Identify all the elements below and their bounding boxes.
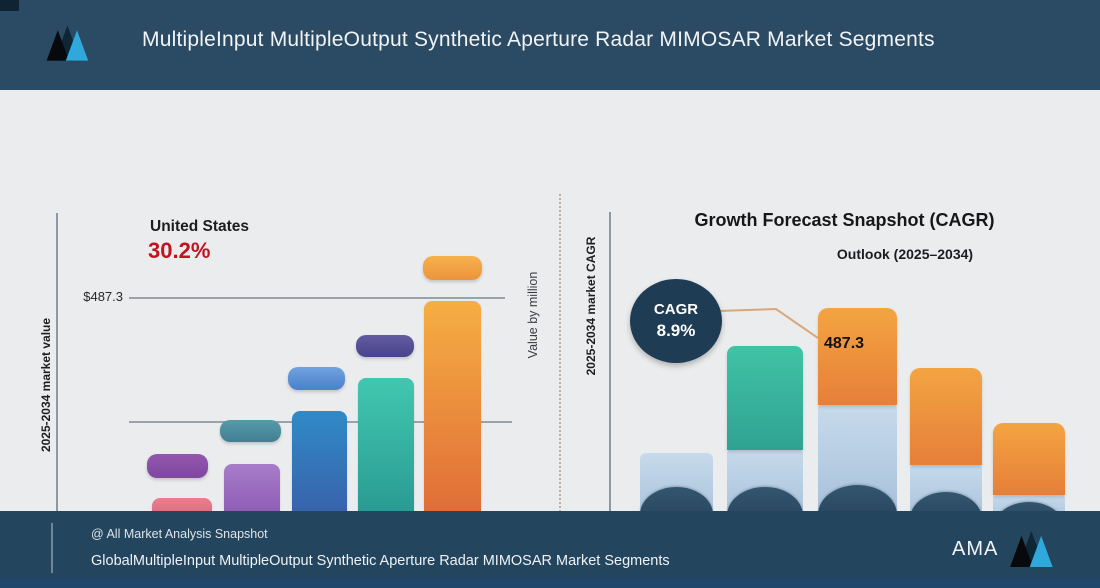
right-chart-subtitle: Outlook (2025–2034) — [836, 246, 974, 262]
right-chart-title: Growth Forecast Snapshot (CAGR) — [694, 210, 995, 230]
stack-2027-top — [993, 423, 1065, 495]
page-title: MultipleInput MultipleOutput Synthetic A… — [142, 28, 935, 51]
right-y-axis-line — [609, 212, 611, 542]
bar-2025 — [358, 378, 414, 527]
cagr-badge-value: 8.9% — [656, 320, 696, 340]
value-annotation: 487.3 — [824, 335, 865, 352]
bar-cap-..... — [220, 420, 281, 442]
footer-caption: GlobalMultipleInput MultipleOutput Synth… — [91, 553, 670, 569]
stack-2031-top — [727, 346, 803, 450]
ama-logo-icon — [46, 25, 89, 61]
content-area: 2025-2034 market value United States 30.… — [0, 90, 1100, 580]
footer-ama-logo-icon — [1010, 531, 1053, 567]
footer-divider-line — [51, 523, 53, 573]
cagr-badge-label: CAGR — [653, 301, 699, 318]
stack-2029-top — [910, 368, 982, 465]
footer: @ All Market Analysis Snapshot GlobalMul… — [0, 511, 1100, 588]
corner-accent — [0, 0, 19, 11]
bar-cap-2026 — [288, 367, 345, 390]
bar-2024 — [424, 301, 481, 527]
bar-cap-2025 — [356, 335, 414, 357]
highlight-percentage: 30.2% — [148, 238, 211, 263]
left-gridline-0 — [129, 297, 505, 299]
cagr-badge: CAGR 8.9% — [630, 279, 722, 363]
left-secondary-axis-label: Value by million — [526, 271, 540, 359]
left-y-axis-line — [56, 213, 58, 554]
right-y-axis-label: 2025-2034 market CAGR — [584, 236, 598, 376]
stack-2033-top — [818, 308, 897, 405]
left-tick-label-0: $487.3 — [83, 289, 123, 304]
header: MultipleInput MultipleOutput Synthetic A… — [0, 0, 1100, 90]
footer-bottom-strip — [0, 578, 1100, 588]
bar-cap-2033 — [147, 454, 208, 478]
region-label: United States — [150, 218, 250, 235]
footer-credit: @ All Market Analysis Snapshot — [91, 527, 268, 541]
footer-logo-text: AMA — [952, 538, 999, 560]
left-y-axis-label: 2025-2034 market value — [39, 317, 53, 453]
bar-2026 — [292, 411, 347, 527]
bar-cap-2024 — [423, 256, 482, 280]
panel-divider — [559, 194, 561, 580]
connector-line — [717, 307, 819, 339]
